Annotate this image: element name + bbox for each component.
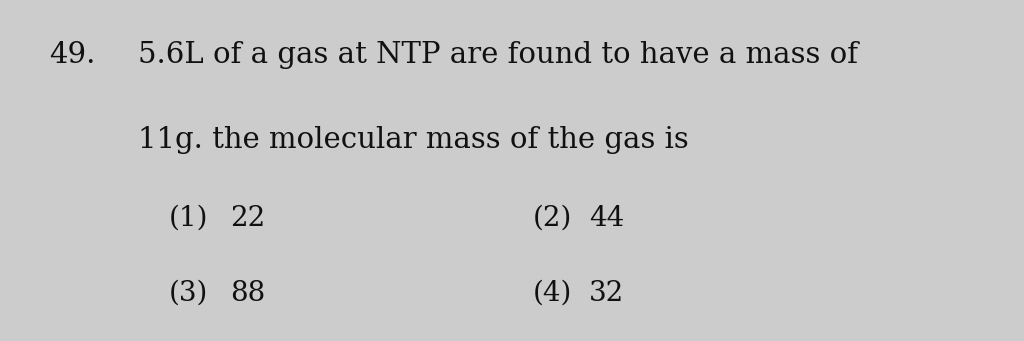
Text: (3): (3) xyxy=(169,280,208,307)
Text: 32: 32 xyxy=(589,280,624,307)
Text: 5.6L of a gas at NTP are found to have a mass of: 5.6L of a gas at NTP are found to have a… xyxy=(138,41,858,69)
Text: (1): (1) xyxy=(169,205,209,232)
Text: (4): (4) xyxy=(532,280,571,307)
Text: 11g. the molecular mass of the gas is: 11g. the molecular mass of the gas is xyxy=(138,126,689,154)
Text: 49.: 49. xyxy=(49,41,95,69)
Text: 22: 22 xyxy=(230,205,265,232)
Text: 88: 88 xyxy=(230,280,265,307)
Text: 44: 44 xyxy=(589,205,624,232)
Text: (2): (2) xyxy=(532,205,571,232)
